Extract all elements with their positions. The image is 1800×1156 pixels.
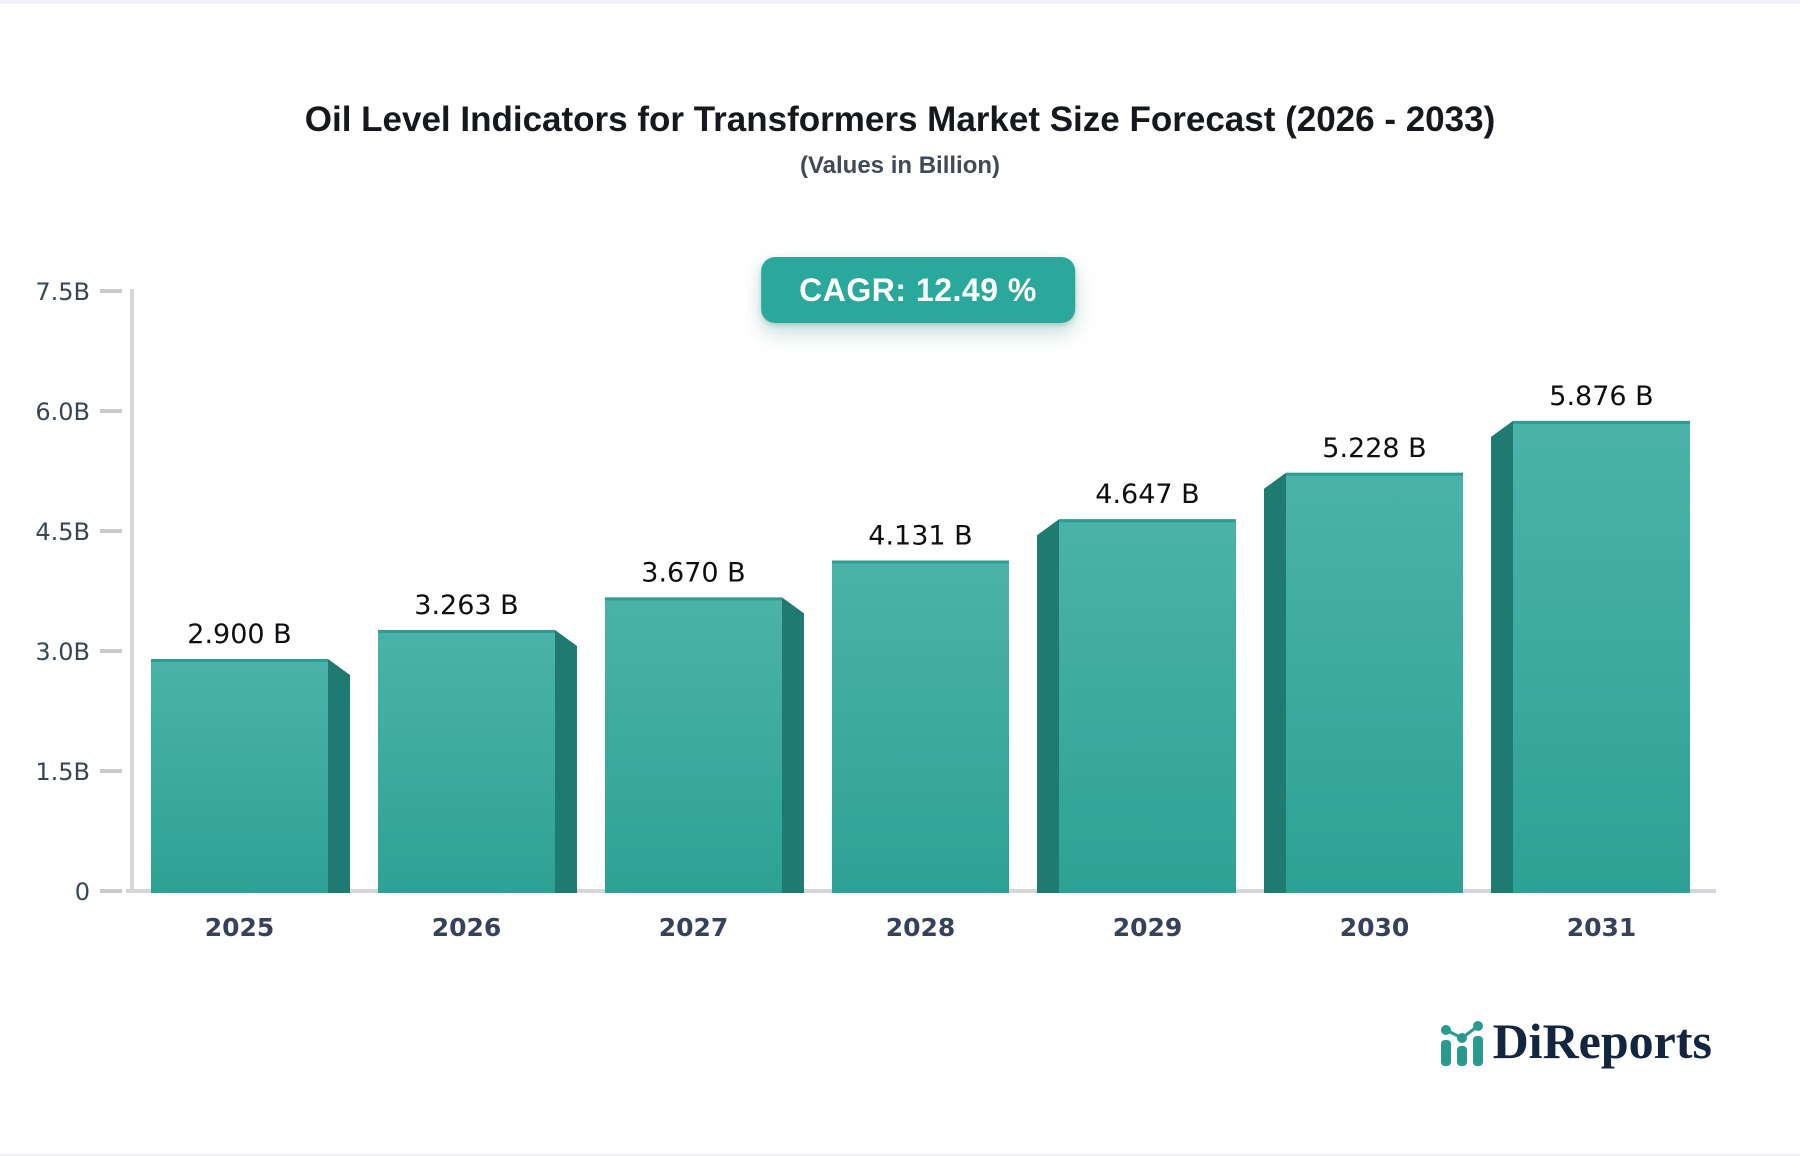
bar-2027: 3.670 B 2027 bbox=[605, 557, 804, 942]
bar-side bbox=[782, 597, 804, 893]
bar-2029: 4.647 B 2029 bbox=[1037, 479, 1236, 942]
bar-side bbox=[1037, 519, 1059, 893]
x-tick-label: 2030 bbox=[1340, 913, 1410, 942]
logo: DiReports bbox=[1439, 1016, 1712, 1068]
bar-side bbox=[1264, 472, 1286, 893]
y-tick-label: 7.5B bbox=[35, 278, 90, 306]
bar-face bbox=[1286, 472, 1463, 893]
bar-2028: 4.131 B 2028 bbox=[832, 521, 1009, 942]
bar-side bbox=[1491, 420, 1513, 893]
y-ticks: 0 1.5B 3.0B 4.5B 6.0B 7.5B bbox=[35, 278, 122, 906]
y-tick-dash bbox=[100, 769, 122, 773]
y-tick-dash bbox=[100, 889, 122, 893]
logo-bars-icon bbox=[1440, 1021, 1483, 1066]
bar-2031: 5.876 B 2031 bbox=[1491, 381, 1690, 942]
bar-top-edge bbox=[378, 629, 555, 633]
chart-card: Oil Level Indicators for Transformers Ma… bbox=[0, 4, 1800, 1154]
x-tick-label: 2028 bbox=[886, 913, 956, 942]
chart-title: Oil Level Indicators for Transformers Ma… bbox=[304, 100, 1496, 139]
y-axis-line bbox=[130, 289, 134, 893]
bar-top-edge bbox=[1513, 420, 1690, 424]
y-tick-label: 1.5B bbox=[35, 758, 90, 786]
chart-subtitle: (Values in Billion) bbox=[799, 152, 1001, 179]
bar-2025: 2.900 B 2025 bbox=[151, 619, 350, 942]
x-tick-label: 2025 bbox=[205, 913, 275, 942]
y-tick-dash bbox=[100, 409, 122, 413]
bar-side bbox=[555, 629, 577, 893]
bar-value-label: 2.900 B bbox=[187, 619, 291, 650]
bars: 2.900 B 2025 3.263 B 2026 3.670 B 2027 4.131 B… bbox=[151, 381, 1690, 942]
y-tick-dash bbox=[100, 649, 122, 653]
x-tick-label: 2029 bbox=[1113, 913, 1183, 942]
bar-2030: 5.228 B 2030 bbox=[1264, 433, 1463, 942]
y-tick-label: 3.0B bbox=[35, 638, 90, 666]
y-tick-label: 4.5B bbox=[35, 518, 90, 546]
y-tick-dash bbox=[100, 289, 122, 293]
bar-2026: 3.263 B 2026 bbox=[378, 590, 577, 942]
x-tick-label: 2026 bbox=[432, 913, 502, 942]
bar-face bbox=[605, 597, 782, 893]
x-tick-label: 2031 bbox=[1567, 913, 1637, 942]
bar-value-label: 3.670 B bbox=[641, 557, 745, 588]
bar-top-edge bbox=[1059, 519, 1236, 523]
bar-value-label: 3.263 B bbox=[414, 590, 518, 621]
bar-side bbox=[328, 659, 350, 893]
bar-top-edge bbox=[605, 597, 782, 601]
bar-face bbox=[1513, 420, 1690, 893]
bar-value-label: 4.647 B bbox=[1095, 479, 1199, 510]
bar-top-edge bbox=[151, 659, 328, 662]
y-tick-label: 6.0B bbox=[35, 398, 90, 426]
y-tick-label: 0 bbox=[75, 878, 90, 906]
bar-value-label: 5.876 B bbox=[1549, 381, 1653, 412]
bar-face bbox=[378, 629, 555, 893]
bar-value-label: 5.228 B bbox=[1322, 433, 1426, 464]
bar-value-label: 4.131 B bbox=[868, 521, 972, 552]
cagr-badge: CAGR: 12.49 % bbox=[761, 257, 1075, 323]
bar-face bbox=[151, 659, 328, 893]
bar-top-edge bbox=[1286, 472, 1463, 476]
bar-face bbox=[1059, 519, 1236, 893]
logo-text: DiReports bbox=[1492, 1013, 1712, 1069]
x-tick-label: 2027 bbox=[659, 913, 729, 942]
y-tick-dash bbox=[100, 529, 122, 533]
bar-face bbox=[832, 560, 1009, 893]
bar-top-edge bbox=[832, 560, 1009, 564]
